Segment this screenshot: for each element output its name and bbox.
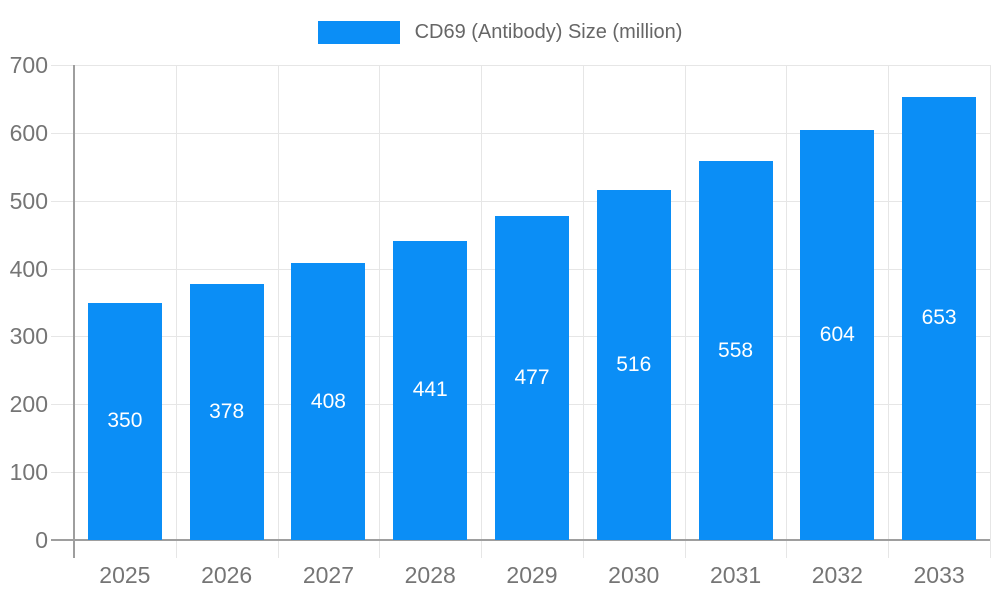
bar[interactable]: 653 xyxy=(902,96,977,540)
x-tick-label: 2033 xyxy=(913,562,965,588)
x-gridline xyxy=(888,65,890,558)
y-tick-label: 600 xyxy=(9,119,48,146)
x-gridline xyxy=(379,65,381,558)
y-tick-label: 400 xyxy=(9,255,48,282)
bar[interactable]: 558 xyxy=(698,161,773,540)
x-gridline xyxy=(582,65,584,558)
x-tick-label: 2031 xyxy=(709,562,762,588)
x-gridline xyxy=(684,65,686,558)
y-tick-label: 0 xyxy=(35,527,48,553)
y-tick-label: 200 xyxy=(9,391,48,418)
bar[interactable]: 604 xyxy=(800,130,875,540)
bar[interactable]: 408 xyxy=(291,263,366,540)
bar-value-label: 604 xyxy=(819,323,855,347)
bar-value-label: 408 xyxy=(310,389,346,413)
bar-value-label: 516 xyxy=(616,352,652,376)
legend-label: CD69 (Antibody) Size (million) xyxy=(414,20,683,43)
x-gridline xyxy=(990,65,991,558)
x-gridline xyxy=(277,65,279,558)
legend-swatch xyxy=(317,20,400,44)
y-tick-label: 500 xyxy=(9,187,48,214)
x-tick-label: 2032 xyxy=(811,562,863,588)
bar-value-label: 653 xyxy=(921,306,957,330)
x-tick-label: 2030 xyxy=(608,562,660,588)
bar[interactable]: 350 xyxy=(87,302,162,540)
y-gridline xyxy=(51,132,990,134)
bar-value-label: 378 xyxy=(209,399,245,423)
bar[interactable]: 477 xyxy=(495,216,569,540)
x-axis-line xyxy=(51,539,990,541)
y-gridline xyxy=(51,65,990,66)
x-tick-label: 2028 xyxy=(404,562,456,588)
y-axis-line xyxy=(73,65,75,558)
bar-value-label: 350 xyxy=(107,409,143,433)
bar-value-label: 558 xyxy=(718,338,754,362)
bar[interactable]: 378 xyxy=(189,283,264,540)
bar[interactable]: 516 xyxy=(596,189,671,540)
chart-legend[interactable]: CD69 (Antibody) Size (million) xyxy=(0,17,1000,47)
x-tick-label: 2027 xyxy=(302,562,355,588)
x-tick-label: 2025 xyxy=(99,562,151,588)
y-tick-label: 700 xyxy=(9,52,48,78)
y-tick-label: 300 xyxy=(9,323,48,350)
x-tick-label: 2029 xyxy=(506,562,558,588)
x-gridline xyxy=(481,65,483,558)
bar-value-label: 441 xyxy=(412,378,448,402)
x-gridline xyxy=(175,65,177,558)
x-gridline xyxy=(786,65,788,558)
y-gridline xyxy=(51,200,990,202)
x-tick-label: 2026 xyxy=(201,562,253,588)
bar-value-label: 477 xyxy=(514,366,550,390)
y-tick-label: 100 xyxy=(9,459,48,486)
bar[interactable]: 441 xyxy=(393,240,468,540)
